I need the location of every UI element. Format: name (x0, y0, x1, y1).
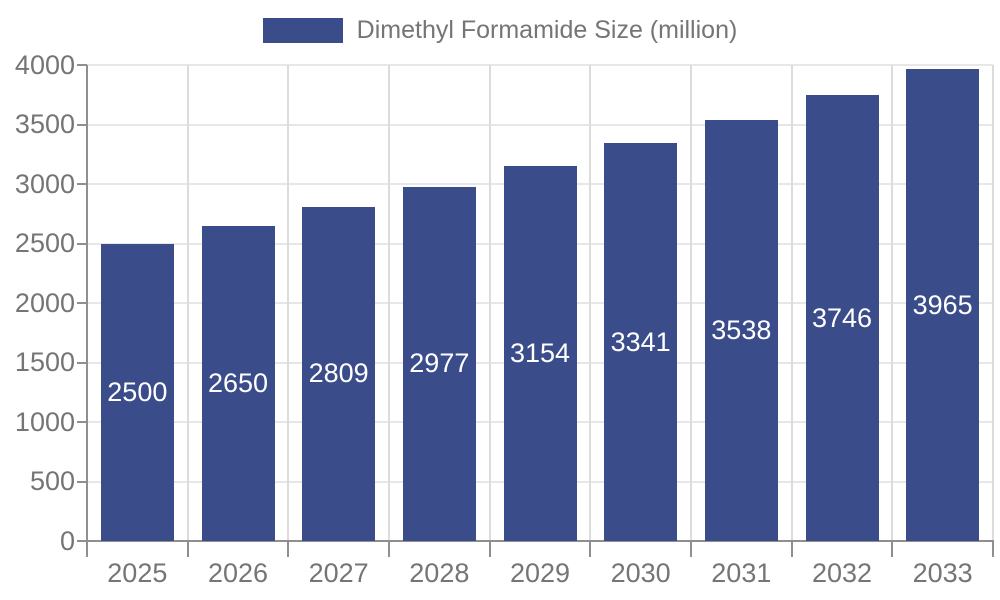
bar-value-label: 3154 (509, 337, 571, 368)
gridline-vertical (287, 65, 290, 541)
x-axis-tick (690, 541, 692, 557)
x-axis-tick-label: 2025 (107, 557, 168, 588)
x-axis-tick (992, 541, 994, 557)
y-axis-tick (77, 361, 87, 364)
x-axis-tick-label: 2029 (509, 557, 571, 588)
x-axis-tick (589, 541, 592, 557)
x-axis-tick (186, 541, 189, 557)
bar-value-label: 3746 (811, 302, 873, 333)
gridline-vertical (790, 65, 793, 541)
bar-2028[interactable]: 2977 (402, 186, 476, 541)
y-axis-tick (77, 64, 87, 66)
y-axis-tick-label: 0 (59, 525, 75, 556)
x-axis-tick (488, 541, 491, 557)
y-axis-tick-label: 1500 (14, 347, 75, 377)
bar-2032[interactable]: 3746 (805, 95, 879, 541)
gridline-vertical (589, 65, 592, 541)
x-axis-tick-label: 2028 (409, 557, 470, 588)
y-axis-tick-label: 1000 (14, 406, 75, 437)
x-axis-tick (287, 541, 290, 557)
y-axis-tick (77, 302, 87, 304)
bar-value-label: 2809 (308, 358, 369, 389)
x-axis-line (86, 540, 994, 542)
gridline-horizontal (87, 64, 993, 66)
x-axis-tick (790, 541, 793, 557)
gridline-vertical (891, 65, 894, 541)
y-axis-tick-label: 4000 (14, 49, 75, 80)
y-axis-tick-label: 2500 (14, 228, 75, 258)
bar-value-label: 2977 (409, 348, 470, 379)
bar-2027[interactable]: 2809 (302, 206, 376, 541)
bar-value-label: 2650 (207, 367, 269, 398)
gridline-vertical (186, 65, 189, 541)
legend[interactable]: Dimethyl Formamide Size (million) (0, 16, 1000, 44)
x-axis-tick (388, 541, 390, 557)
bar-2030[interactable]: 3341 (604, 143, 678, 541)
bar-2029[interactable]: 3154 (503, 165, 577, 541)
bar-2033[interactable]: 3965 (906, 69, 980, 541)
gridline-vertical (388, 65, 390, 541)
x-axis-tick-label: 2030 (610, 557, 671, 588)
y-axis-tick-label: 3000 (14, 168, 75, 199)
gridline-horizontal (87, 123, 993, 126)
y-axis-tick (77, 540, 87, 542)
y-axis-tick-label: 3500 (14, 109, 75, 139)
x-axis-tick-label: 2026 (207, 557, 269, 588)
y-axis-line (86, 65, 88, 543)
y-axis-tick-label: 2000 (14, 287, 75, 318)
y-axis-tick (77, 183, 87, 185)
x-axis-tick-label: 2032 (811, 557, 873, 588)
bar-2026[interactable]: 2650 (201, 225, 275, 541)
bar-2025[interactable]: 2500 (100, 243, 174, 541)
x-axis-tick (891, 541, 894, 557)
bar-2031[interactable]: 3538 (704, 119, 778, 541)
x-axis-tick (86, 541, 88, 557)
gridline-vertical (690, 65, 692, 541)
y-axis-tick (77, 123, 87, 126)
y-axis-tick (77, 242, 87, 245)
bar-value-label: 3965 (912, 289, 973, 320)
bar-value-label: 2500 (107, 376, 168, 407)
gridline-vertical (992, 65, 994, 541)
gridline-vertical (488, 65, 491, 541)
y-axis-tick (77, 421, 87, 423)
legend-swatch (262, 17, 343, 43)
legend-label: Dimethyl Formamide Size (million) (356, 15, 738, 44)
y-axis-tick-label: 500 (29, 466, 75, 496)
bar-value-label: 3538 (711, 314, 772, 345)
x-axis-tick-label: 2027 (308, 557, 369, 588)
bar-value-label: 3341 (610, 326, 671, 357)
x-axis-tick-label: 2033 (912, 557, 973, 588)
y-axis-tick (77, 480, 87, 483)
x-axis-tick-label: 2031 (711, 557, 772, 588)
